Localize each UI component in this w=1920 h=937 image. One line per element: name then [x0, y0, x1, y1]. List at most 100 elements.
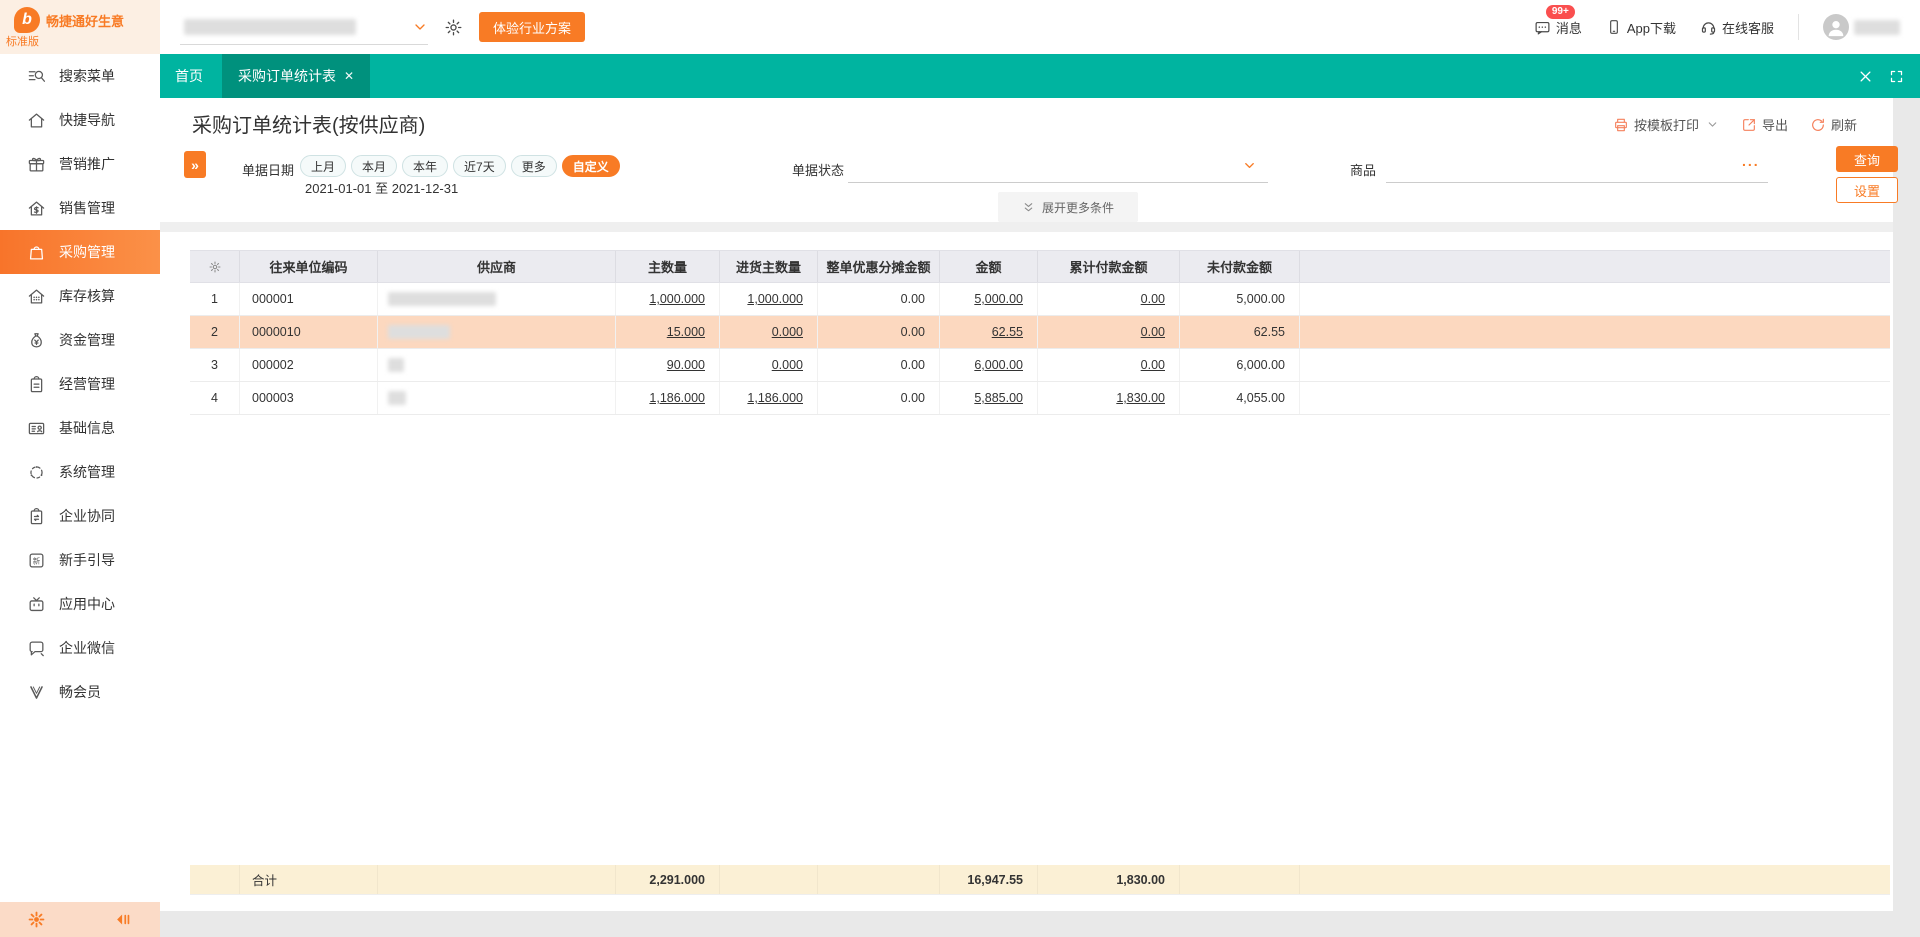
amount-value[interactable]: 5,000.00	[940, 283, 1038, 315]
report-table: 往来单位编码 供应商 主数量 进货主数量 整单优惠分摊金额 金额 累计付款金额 未付款金额 1…	[190, 250, 1890, 415]
sidebar-item-clipboard[interactable]: 经营管理	[0, 362, 160, 406]
sidebar-item-apps[interactable]: 应用中心	[0, 582, 160, 626]
sidebar-item-home[interactable]: 快捷导航	[0, 98, 160, 142]
amount-value[interactable]: 62.55	[940, 316, 1038, 348]
qty-value[interactable]: 90.000	[616, 349, 720, 381]
chevron-down-icon[interactable]	[1242, 158, 1257, 173]
sidebar-item-sale[interactable]: 销售管理	[0, 186, 160, 230]
paid-value[interactable]: 1,830.00	[1038, 382, 1180, 414]
print-by-template-button[interactable]: 按模板打印	[1613, 115, 1719, 134]
chevron-down-icon[interactable]	[412, 19, 428, 35]
qty-value[interactable]: 15.000	[616, 316, 720, 348]
supplier-name	[378, 283, 616, 315]
qty-value[interactable]: 1,000.000	[616, 283, 720, 315]
user-account[interactable]	[1823, 14, 1900, 40]
filter-settings-button[interactable]: 设置	[1836, 177, 1898, 203]
date-pill[interactable]: 本年	[402, 155, 449, 177]
idcard-icon	[27, 419, 46, 438]
avatar	[1823, 14, 1849, 40]
query-button[interactable]: 查询	[1836, 146, 1898, 172]
purchase-qty-value[interactable]: 1,186.000	[720, 382, 818, 414]
table-row[interactable]: 3 000002 90.000 0.000 0.00 6,000.00 0.00 6,000.…	[190, 349, 1890, 382]
fullscreen-icon[interactable]	[1889, 69, 1904, 84]
column-header[interactable]: 主数量	[616, 251, 720, 282]
row-index: 3	[190, 349, 240, 381]
wechat-icon	[27, 639, 46, 658]
chevron-down-icon[interactable]	[1706, 118, 1719, 131]
sidebar-item-money[interactable]: 资金管理	[0, 318, 160, 362]
purchase-qty-value[interactable]: 0.000	[720, 316, 818, 348]
report-panel: 采购订单统计表(按供应商) 按模板打印 导出 刷新 » 单据日期 上月 本月 本年近…	[160, 98, 1898, 911]
trial-solution-button[interactable]: 体验行业方案	[479, 12, 586, 42]
discount-value: 0.00	[818, 316, 940, 348]
export-button[interactable]: 导出	[1741, 115, 1788, 134]
column-header[interactable]: 供应商	[378, 251, 616, 282]
sidebar-item-bag[interactable]: 采购管理	[0, 230, 160, 274]
date-pill-custom[interactable]: 自定义	[561, 155, 620, 177]
row-filler	[1300, 382, 1890, 414]
product-input[interactable]	[1386, 182, 1768, 183]
sale-icon	[27, 199, 46, 218]
divider	[1798, 14, 1799, 40]
expand-more-conditions[interactable]: 展开更多条件	[998, 192, 1139, 222]
product-picker-ellipsis[interactable]: ...	[1742, 153, 1760, 169]
sidebar-item-label: 系统管理	[59, 464, 115, 480]
collapse-sidebar-icon[interactable]	[115, 911, 132, 928]
collapse-filter-button[interactable]: »	[184, 151, 206, 178]
sidebar-item-vip[interactable]: 畅会员	[0, 670, 160, 714]
date-filter-label: 单据日期	[242, 163, 295, 178]
amount-value[interactable]: 6,000.00	[940, 349, 1038, 381]
status-filter-label: 单据状态	[792, 163, 845, 178]
column-header[interactable]: 金额	[940, 251, 1038, 282]
row-index: 2	[190, 316, 240, 348]
sidebar-item-collab[interactable]: 企业协同	[0, 494, 160, 538]
app-download-button[interactable]: App下载	[1606, 18, 1676, 37]
column-header[interactable]: 往来单位编码	[240, 251, 378, 282]
paid-value[interactable]: 0.00	[1038, 349, 1180, 381]
sidebar-menu: 搜索菜单 快捷导航 营销推广 销售管理 采购管理库存核算资金管理 经营管理基础信息系统管理…	[0, 54, 160, 714]
column-header[interactable]: 未付款金额	[1180, 251, 1300, 282]
purchase-qty-value[interactable]: 0.000	[720, 349, 818, 381]
table-row[interactable]: 1 000001 1,000.000 1,000.000 0.00 5,000.00 0.0…	[190, 283, 1890, 316]
company-select[interactable]	[180, 9, 428, 45]
column-settings-gear-icon[interactable]	[190, 251, 240, 282]
status-select[interactable]	[848, 182, 1268, 183]
column-header[interactable]: 整单优惠分摊金额	[818, 251, 940, 282]
qty-value[interactable]: 1,186.000	[616, 382, 720, 414]
table-row[interactable]: 2 0000010 15.000 0.000 0.00 62.55 0.00 62.55	[190, 316, 1890, 349]
sidebar-item-wechat[interactable]: 企业微信	[0, 626, 160, 670]
sidebar-item-warehouse[interactable]: 库存核算	[0, 274, 160, 318]
sidebar-item-new[interactable]: 新 新手引导	[0, 538, 160, 582]
date-range-value[interactable]: 2021-01-01 至 2021-12-31	[305, 181, 459, 196]
date-pill[interactable]: 上月	[300, 155, 347, 177]
sidebar-item-idcard[interactable]: 基础信息	[0, 406, 160, 450]
supplier-code: 0000010	[240, 316, 378, 348]
messages-button[interactable]: 99+ 消息	[1534, 4, 1582, 37]
messages-badge: 99+	[1545, 4, 1575, 19]
amount-value[interactable]: 5,885.00	[940, 382, 1038, 414]
sidebar-item-label: 基础信息	[59, 420, 115, 436]
date-pill[interactable]: 更多	[510, 155, 557, 177]
supplier-name	[378, 349, 616, 381]
sidebar-item-label: 库存核算	[59, 288, 115, 304]
settings-gear-icon[interactable]	[28, 911, 45, 928]
supplier-name	[378, 316, 616, 348]
refresh-button[interactable]: 刷新	[1810, 115, 1857, 134]
paid-value[interactable]: 0.00	[1038, 316, 1180, 348]
close-tab-icon[interactable]: ✕	[344, 69, 355, 83]
column-header[interactable]: 累计付款金额	[1038, 251, 1180, 282]
date-pill[interactable]: 本月	[351, 155, 398, 177]
sidebar-item-gift[interactable]: 营销推广	[0, 142, 160, 186]
close-all-icon[interactable]	[1858, 69, 1873, 84]
table-row[interactable]: 4 000003 1,186.000 1,186.000 0.00 5,885.00 1,8…	[190, 382, 1890, 415]
date-pill[interactable]: 近7天	[453, 155, 506, 177]
sidebar-item-search[interactable]: 搜索菜单	[0, 54, 160, 98]
tab-purchase-order-report[interactable]: 采购订单统计表 ✕	[222, 54, 371, 98]
purchase-qty-value[interactable]: 1,000.000	[720, 283, 818, 315]
paid-value[interactable]: 0.00	[1038, 283, 1180, 315]
column-header[interactable]: 进货主数量	[720, 251, 818, 282]
online-service-button[interactable]: 在线客服	[1700, 18, 1774, 37]
sidebar-item-system[interactable]: 系统管理	[0, 450, 160, 494]
gear-icon[interactable]	[444, 18, 463, 37]
tab-home[interactable]: 首页	[175, 68, 203, 84]
